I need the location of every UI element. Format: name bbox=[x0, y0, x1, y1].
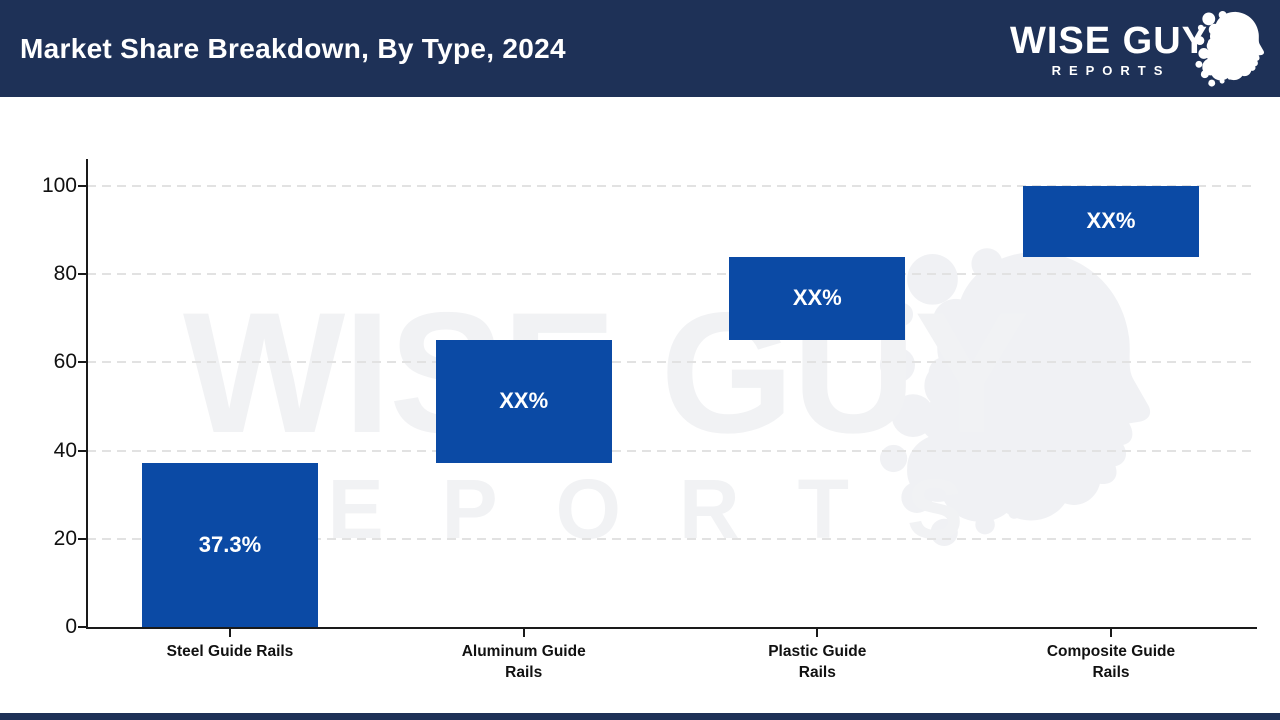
y-tick-mark-80 bbox=[78, 273, 86, 276]
x-tick-mark-composite-guide-rails bbox=[1110, 629, 1112, 637]
chart-title: Market Share Breakdown, By Type, 2024 bbox=[20, 32, 566, 64]
y-axis-line bbox=[86, 158, 88, 629]
category-label-composite-guide-rails: Composite Guide Rails bbox=[1046, 643, 1176, 681]
bar-value-label-aluminum-guide-rails: XX% bbox=[499, 388, 549, 414]
category-label-plastic-guide-rails: Plastic Guide Rails bbox=[768, 643, 867, 681]
x-tick-mark-plastic-guide-rails bbox=[816, 629, 819, 637]
x-tick-mark-steel-guide-rails bbox=[229, 629, 231, 637]
category-label-aluminum-guide-rails: Aluminum Guide Rails bbox=[461, 643, 586, 681]
y-tick-mark-0 bbox=[78, 626, 86, 628]
logo-text: WISE GUY REPORTS bbox=[1010, 22, 1208, 78]
wise-guy-logo: WISE GUY REPORTS bbox=[1010, 8, 1270, 92]
x-axis-line bbox=[86, 627, 1257, 629]
y-tick-label-40: 40 bbox=[53, 438, 77, 462]
header-bar: Market Share Breakdown, By Type, 2024 WI… bbox=[0, 0, 1280, 97]
bar-value-label-plastic-guide-rails: XX% bbox=[792, 285, 842, 311]
bar-value-label-composite-guide-rails: XX% bbox=[1086, 208, 1136, 234]
y-tick-mark-20 bbox=[78, 537, 86, 540]
y-tick-mark-40 bbox=[78, 449, 86, 452]
watermark-subtitle: REPORTS bbox=[208, 462, 1022, 556]
chart-area: WISE GUY REPORTS 0 20 40 60 80 100 37.3% Steel … bbox=[0, 97, 1280, 713]
gridline-20 bbox=[87, 537, 1257, 540]
y-tick-mark-100 bbox=[78, 185, 86, 187]
x-tick-mark-aluminum-guide-rails bbox=[522, 629, 525, 637]
bar-steel-guide-rails: 37.3% bbox=[142, 462, 318, 627]
y-tick-label-0: 0 bbox=[65, 615, 77, 638]
y-tick-label-100: 100 bbox=[41, 174, 77, 197]
logo-wordmark: WISE GUY bbox=[1009, 20, 1208, 62]
gridline-80 bbox=[87, 273, 1257, 276]
y-tick-label-20: 20 bbox=[53, 526, 77, 550]
y-tick-label-80: 80 bbox=[53, 262, 77, 286]
category-label-steel-guide-rails: Steel Guide Rails bbox=[166, 643, 294, 660]
gridline-40 bbox=[87, 449, 1257, 452]
bar-composite-guide-rails: XX% bbox=[1023, 186, 1199, 257]
logo-subtitle: REPORTS bbox=[1051, 63, 1171, 78]
footer-bar bbox=[0, 713, 1280, 720]
bar-plastic-guide-rails: XX% bbox=[729, 256, 906, 341]
bar-aluminum-guide-rails: XX% bbox=[435, 340, 612, 463]
y-tick-label-60: 60 bbox=[53, 350, 77, 374]
gridline-100 bbox=[87, 185, 1257, 187]
gridline-60 bbox=[87, 361, 1257, 364]
y-tick-mark-60 bbox=[78, 361, 86, 364]
bar-value-label-steel-guide-rails: 37.3% bbox=[198, 531, 262, 557]
